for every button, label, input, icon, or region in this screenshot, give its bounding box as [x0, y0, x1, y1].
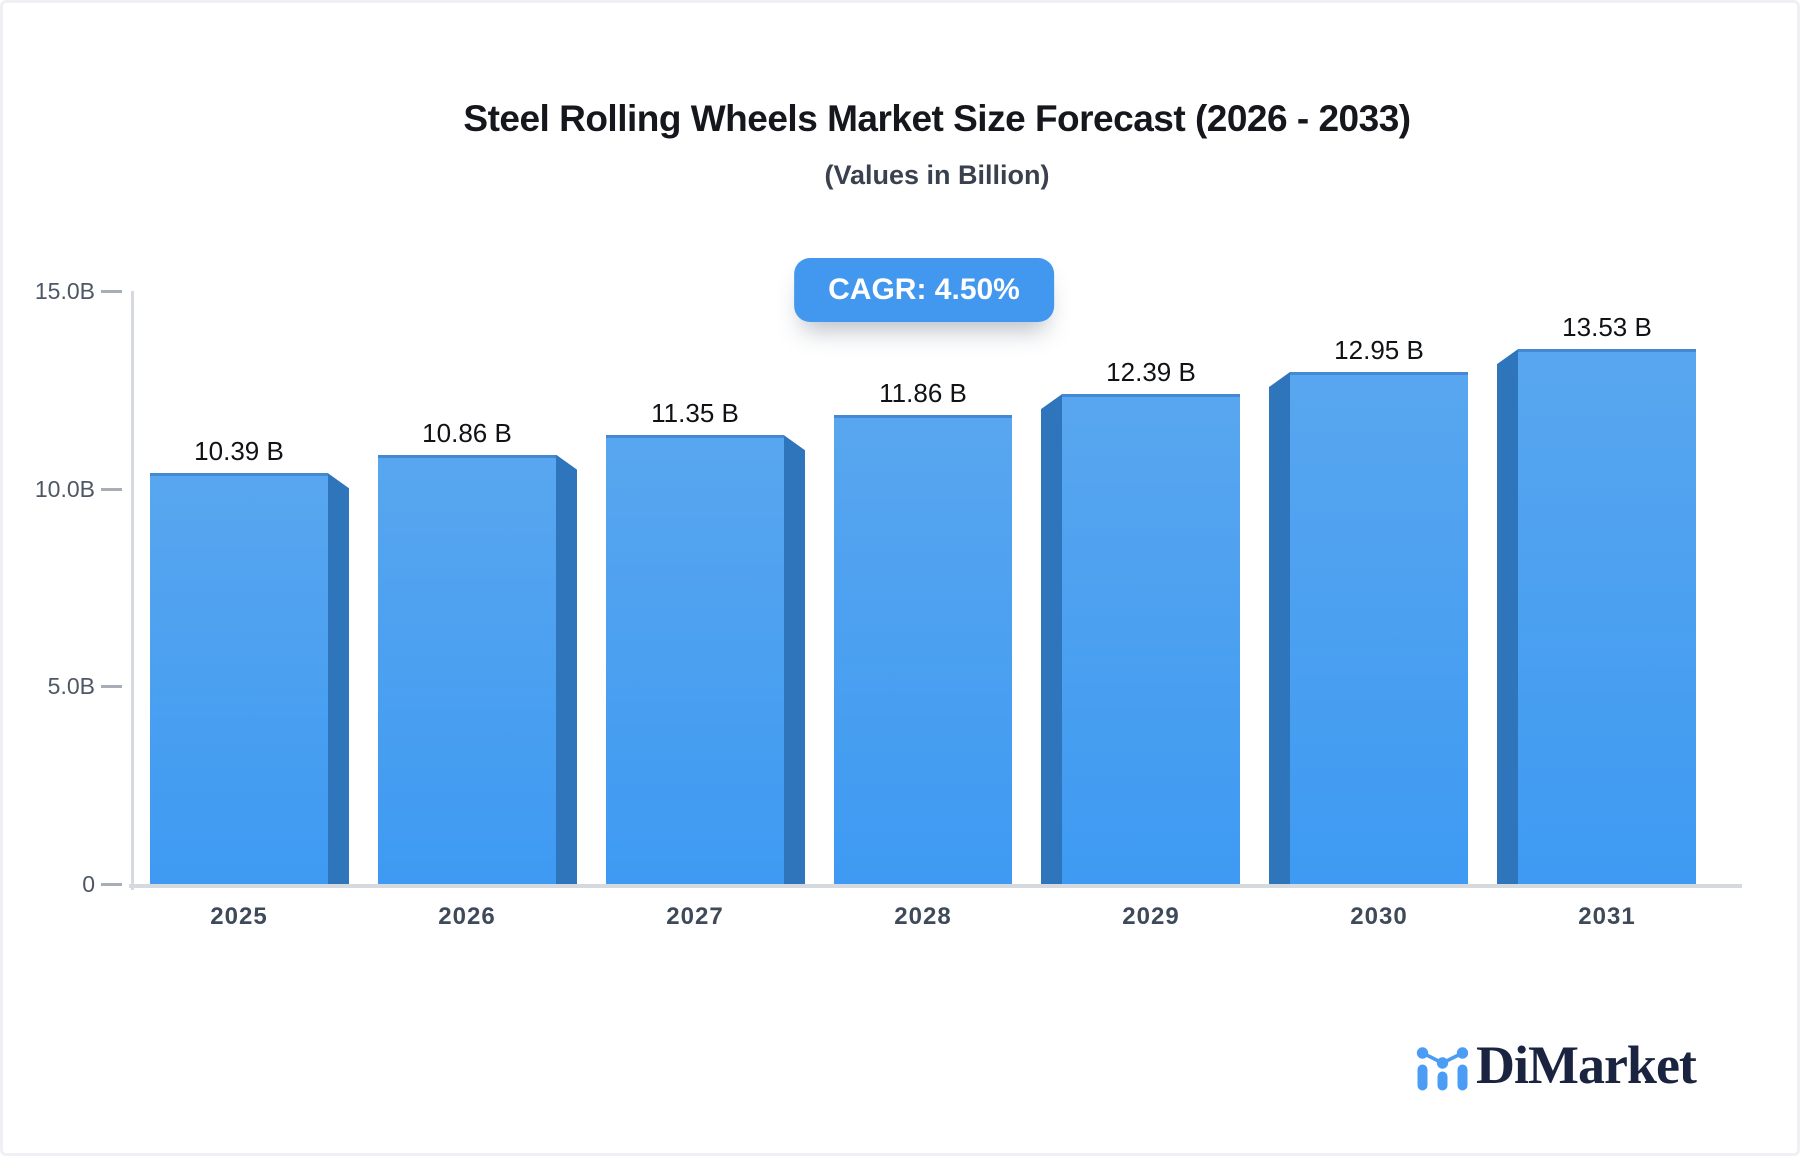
- y-tick-mark: [101, 290, 122, 293]
- y-axis-line: [131, 291, 134, 890]
- bar-2029-depth-side: [1041, 394, 1062, 884]
- x-tick-label: 2026: [438, 903, 496, 930]
- bar-2030[interactable]: [1290, 372, 1468, 884]
- y-tick-mark: [101, 487, 122, 491]
- y-tick-label: 10.0B: [34, 475, 95, 502]
- bar-value-label: 11.35 B: [651, 398, 739, 429]
- x-tick-label: 2027: [666, 903, 724, 930]
- chart-subtitle: (Values in Billion): [824, 160, 1050, 190]
- y-tick-label: 15.0B: [34, 278, 95, 304]
- bar-line-chart-icon: [1416, 1047, 1468, 1091]
- dimarket-logo: DiMarket: [1416, 1035, 1697, 1098]
- x-axis-line: [129, 884, 1742, 888]
- bar-value-label: 13.53 B: [1562, 312, 1652, 343]
- x-tick-label: 2031: [1578, 903, 1636, 930]
- bar-2027[interactable]: [606, 435, 784, 884]
- bar-2027-depth-side: [784, 435, 805, 884]
- bar-2028[interactable]: [834, 415, 1012, 884]
- bar-value-label: 11.86 B: [879, 378, 967, 409]
- logo-wordmark: DiMarket: [1476, 1035, 1697, 1095]
- y-tick-mark: [101, 685, 122, 689]
- bar-2026-depth-side: [556, 454, 577, 884]
- bar-2025-depth-side: [328, 473, 349, 884]
- x-tick-label: 2028: [894, 903, 952, 930]
- x-tick-label: 2025: [210, 903, 268, 930]
- x-tick-label: 2029: [1122, 903, 1180, 930]
- bar-value-label: 10.39 B: [194, 436, 284, 467]
- cagr-badge: CAGR: 4.50%: [794, 258, 1054, 322]
- bar-2030-depth-side: [1269, 372, 1290, 884]
- bar-2026[interactable]: [378, 454, 556, 884]
- chart-title: Steel Rolling Wheels Market Size Forecas…: [463, 98, 1411, 139]
- bar-2031[interactable]: [1518, 349, 1696, 884]
- bar-value-label: 12.95 B: [1334, 335, 1424, 366]
- y-tick-label: 0: [82, 871, 95, 897]
- bar-2029[interactable]: [1062, 394, 1240, 884]
- bar-value-label: 10.86 B: [422, 417, 512, 448]
- bar-2031-depth-side: [1497, 349, 1518, 884]
- bar-value-label: 12.39 B: [1106, 357, 1196, 388]
- y-tick-mark: [101, 883, 122, 886]
- bar-2025[interactable]: [150, 473, 328, 884]
- x-tick-label: 2030: [1350, 903, 1408, 930]
- y-tick-label: 5.0B: [47, 673, 95, 700]
